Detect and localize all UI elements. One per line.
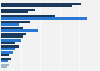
Bar bbox=[1, 64, 9, 66]
Bar bbox=[1, 15, 55, 17]
Bar bbox=[1, 42, 15, 44]
Bar bbox=[1, 11, 28, 13]
Bar bbox=[1, 66, 7, 68]
Bar bbox=[1, 5, 72, 7]
Bar bbox=[1, 17, 87, 20]
Bar bbox=[1, 27, 23, 29]
Bar bbox=[1, 3, 81, 5]
Bar bbox=[1, 23, 19, 26]
Bar bbox=[1, 54, 9, 56]
Bar bbox=[1, 58, 11, 60]
Bar bbox=[1, 39, 21, 42]
Bar bbox=[1, 21, 30, 23]
Bar bbox=[1, 36, 23, 38]
Bar bbox=[1, 60, 8, 62]
Bar bbox=[1, 48, 15, 50]
Bar bbox=[1, 9, 35, 11]
Bar bbox=[1, 29, 38, 32]
Bar bbox=[1, 51, 13, 54]
Bar bbox=[1, 45, 19, 48]
Bar bbox=[1, 33, 26, 36]
